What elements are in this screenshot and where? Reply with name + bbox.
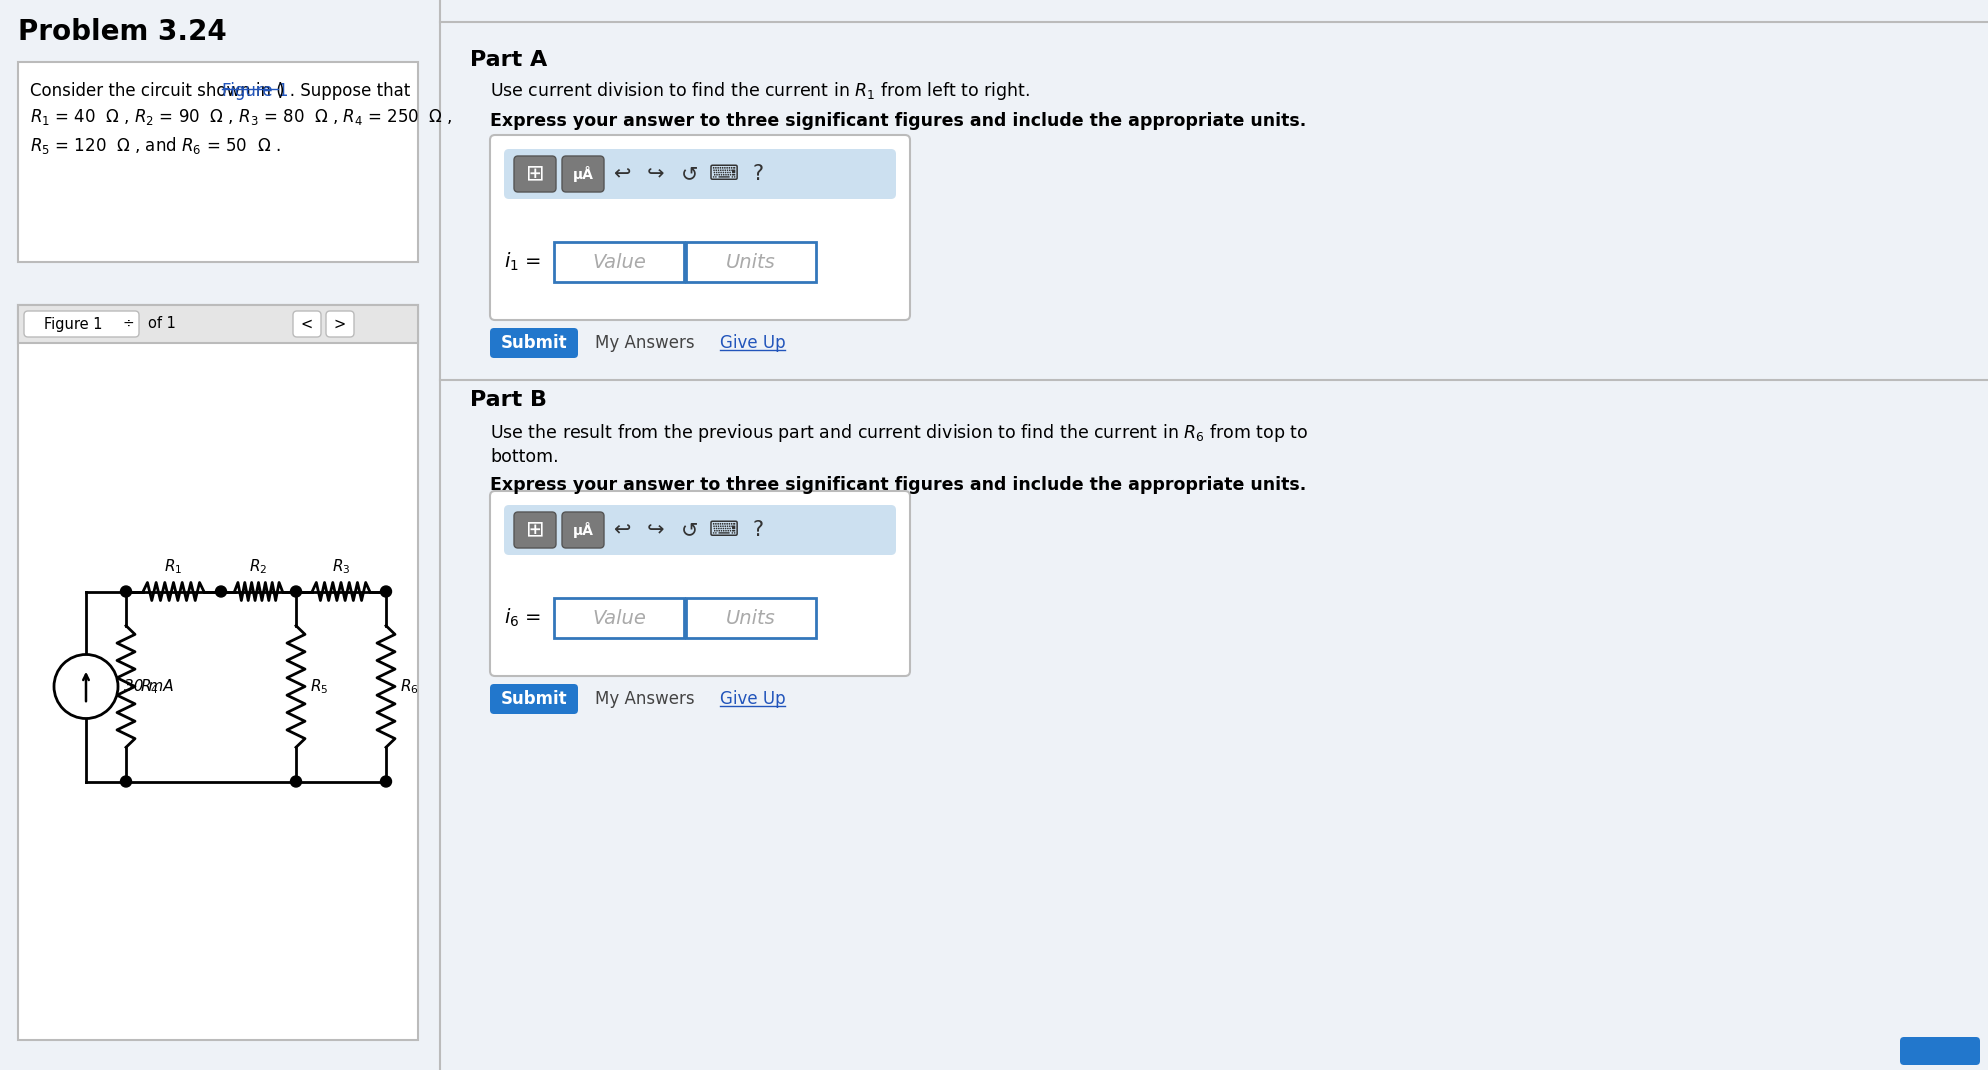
Text: ↩: ↩	[612, 520, 630, 540]
Text: Consider the circuit shown in (: Consider the circuit shown in (	[30, 82, 282, 100]
Text: Give Up: Give Up	[720, 334, 785, 352]
FancyBboxPatch shape	[1901, 1037, 1980, 1065]
Circle shape	[121, 776, 131, 788]
FancyBboxPatch shape	[24, 311, 139, 337]
FancyBboxPatch shape	[489, 684, 579, 714]
Circle shape	[290, 586, 302, 597]
Bar	[555, 242, 684, 282]
Text: $R_4$: $R_4$	[139, 677, 159, 696]
Text: >: >	[334, 317, 346, 332]
Bar	[18, 62, 417, 262]
Text: My Answers: My Answers	[594, 690, 694, 708]
Text: $R_2$: $R_2$	[248, 556, 268, 576]
Text: $i_1$ =: $i_1$ =	[505, 250, 541, 273]
Bar	[18, 305, 417, 343]
Text: Express your answer to three significant figures and include the appropriate uni: Express your answer to three significant…	[489, 112, 1306, 129]
FancyBboxPatch shape	[563, 156, 604, 192]
Circle shape	[54, 655, 117, 718]
Circle shape	[121, 586, 131, 597]
Text: Units: Units	[726, 253, 775, 272]
Text: Problem 3.24: Problem 3.24	[18, 18, 227, 46]
Text: Give Up: Give Up	[720, 690, 785, 708]
Circle shape	[380, 776, 392, 788]
Circle shape	[215, 586, 227, 597]
Text: Figure 1: Figure 1	[44, 317, 101, 332]
Bar	[686, 242, 815, 282]
Bar	[686, 598, 815, 638]
Text: ↺: ↺	[682, 164, 698, 184]
FancyBboxPatch shape	[489, 491, 911, 676]
Text: ↪: ↪	[648, 164, 664, 184]
Text: $i_6$ =: $i_6$ =	[505, 607, 541, 629]
Text: Use current division to find the current in $R_1$ from left to right.: Use current division to find the current…	[489, 80, 1030, 102]
Text: $R_5$ = 120  $\Omega$ , and $R_6$ = 50  $\Omega$ .: $R_5$ = 120 $\Omega$ , and $R_6$ = 50 $\…	[30, 135, 280, 156]
Text: $R_1$ = 40  $\Omega$ , $R_2$ = 90  $\Omega$ , $R_3$ = 80  $\Omega$ , $R_4$ = 250: $R_1$ = 40 $\Omega$ , $R_2$ = 90 $\Omega…	[30, 107, 453, 127]
Text: μÅ: μÅ	[573, 522, 594, 538]
FancyBboxPatch shape	[505, 505, 897, 555]
Text: μÅ: μÅ	[573, 166, 594, 182]
Text: ⌨: ⌨	[710, 164, 740, 184]
FancyBboxPatch shape	[326, 311, 354, 337]
FancyBboxPatch shape	[489, 328, 579, 358]
FancyBboxPatch shape	[563, 513, 604, 548]
Text: ⊞: ⊞	[525, 520, 545, 540]
Text: ?: ?	[751, 164, 763, 184]
FancyBboxPatch shape	[292, 311, 320, 337]
Text: ↪: ↪	[648, 520, 664, 540]
Text: bottom.: bottom.	[489, 448, 559, 467]
Text: 30 mA: 30 mA	[123, 679, 173, 694]
Text: $R_5$: $R_5$	[310, 677, 328, 696]
Circle shape	[380, 586, 392, 597]
Text: Submit: Submit	[501, 334, 567, 352]
Text: ) . Suppose that: ) . Suppose that	[278, 82, 410, 100]
Text: $R_1$: $R_1$	[165, 556, 183, 576]
Text: Value: Value	[592, 253, 646, 272]
FancyBboxPatch shape	[505, 149, 897, 199]
Text: $R_6$: $R_6$	[400, 677, 419, 696]
Circle shape	[290, 776, 302, 788]
Text: ↩: ↩	[612, 164, 630, 184]
FancyBboxPatch shape	[515, 513, 557, 548]
Text: Use the result from the previous part and current division to find the current i: Use the result from the previous part an…	[489, 422, 1308, 444]
Text: My Answers: My Answers	[594, 334, 694, 352]
Text: Express your answer to three significant figures and include the appropriate uni: Express your answer to three significant…	[489, 476, 1306, 494]
Text: ?: ?	[751, 520, 763, 540]
Text: Units: Units	[726, 609, 775, 627]
Text: Submit: Submit	[501, 690, 567, 708]
Text: ⊞: ⊞	[525, 164, 545, 184]
Bar	[555, 598, 684, 638]
Text: Part B: Part B	[469, 389, 547, 410]
Text: ÷: ÷	[121, 317, 133, 331]
Text: Part A: Part A	[469, 50, 547, 70]
Text: Figure 1: Figure 1	[223, 82, 288, 100]
Bar	[18, 305, 417, 1040]
FancyBboxPatch shape	[489, 135, 911, 320]
Text: of 1: of 1	[147, 317, 175, 332]
Text: $R_3$: $R_3$	[332, 556, 350, 576]
Text: ⌨: ⌨	[710, 520, 740, 540]
Text: Value: Value	[592, 609, 646, 627]
Text: ↺: ↺	[682, 520, 698, 540]
FancyBboxPatch shape	[515, 156, 557, 192]
Text: <: <	[300, 317, 314, 332]
